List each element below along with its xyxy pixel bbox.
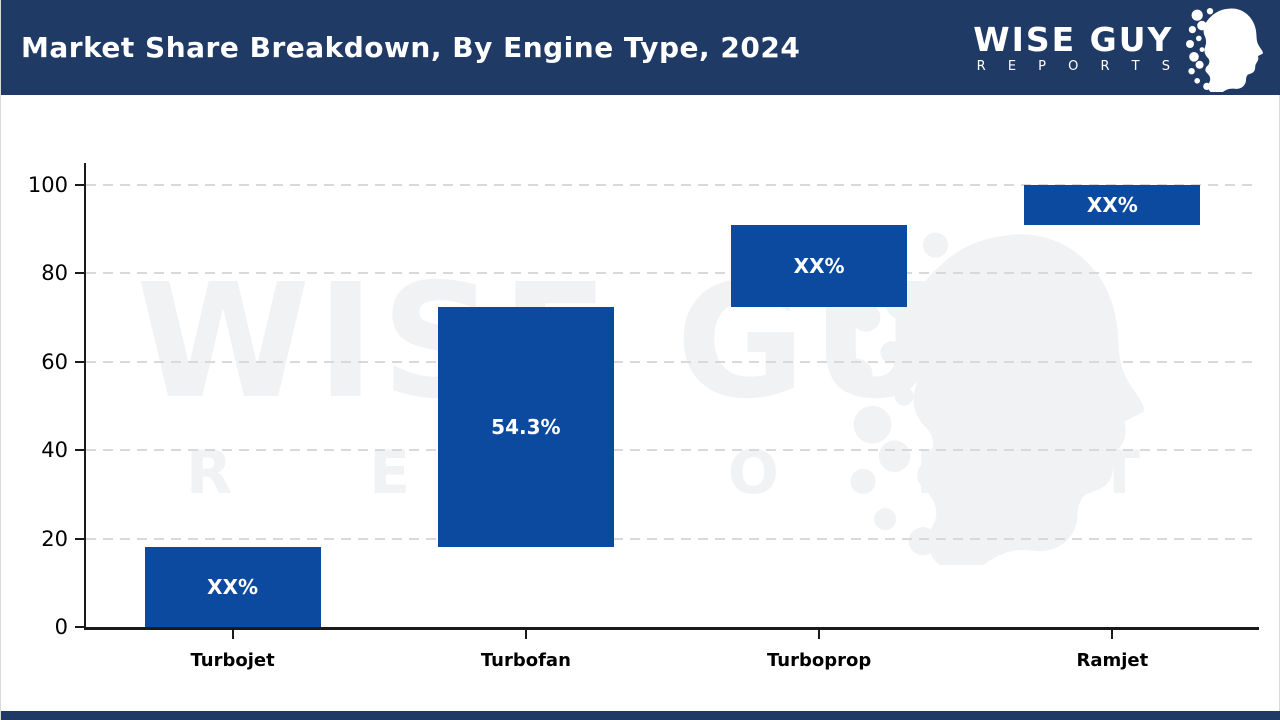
gridline [86,272,1259,275]
footer-bar [1,711,1280,720]
y-tick-label: 60 [41,349,68,374]
y-tick-mark [75,184,84,186]
y-tick-label: 80 [41,261,68,286]
y-tick-mark [75,537,84,540]
y-tick-label: 20 [41,526,68,551]
bar-value-label: XX% [793,253,845,278]
y-tick-mark [75,626,84,628]
logo-wordmark: WISE GUY [973,19,1174,59]
watermark-subtitle: R E P O R T S [186,438,1280,508]
y-tick-mark [75,272,84,275]
y-tick-label: 0 [54,615,68,639]
bar-turbofan: 54.3% [437,307,614,547]
bar-ramjet: XX% [1024,185,1201,225]
y-tick-mark [75,449,84,452]
chart-plot-area: WISE GUY R E P O R T S 0 20 40 60 80 100 XX% Tu… [28,163,1280,671]
y-axis-line [84,163,86,627]
bar-value-label: XX% [207,575,259,599]
x-tick-mark [1111,630,1114,639]
x-category-label: Ramjet [1076,650,1149,671]
x-category-label: Turbofan [480,650,571,671]
bar-value-label: XX% [1086,192,1138,217]
gridline [86,184,1259,186]
wise-guy-logo: WISE GUY R E P O R T S [968,4,1280,92]
page-title: Market Share Breakdown, By Engine Type, … [21,31,801,64]
bar-value-label: 54.3% [491,415,561,439]
gridline [86,449,1259,452]
x-category-label: Turbojet [190,650,275,671]
y-tick-label: 100 [27,173,68,197]
logo-text: WISE GUY R E P O R T S [968,23,1179,73]
gridline [86,537,1259,540]
logo-subtitle: R E P O R T S [976,58,1179,74]
x-tick-mark [524,630,527,639]
gridline [86,360,1259,363]
x-tick-mark [231,630,234,639]
x-category-label: Turboprop [766,650,872,671]
bar-turbojet: XX% [144,547,321,627]
x-axis-line [84,627,1259,630]
y-tick-mark [75,360,84,363]
y-tick-label: 40 [41,438,68,463]
head-profile-icon [1186,7,1263,92]
bar-turboprop: XX% [731,224,908,307]
header-bar: Market Share Breakdown, By Engine Type, … [1,0,1280,95]
x-tick-mark [818,630,821,639]
